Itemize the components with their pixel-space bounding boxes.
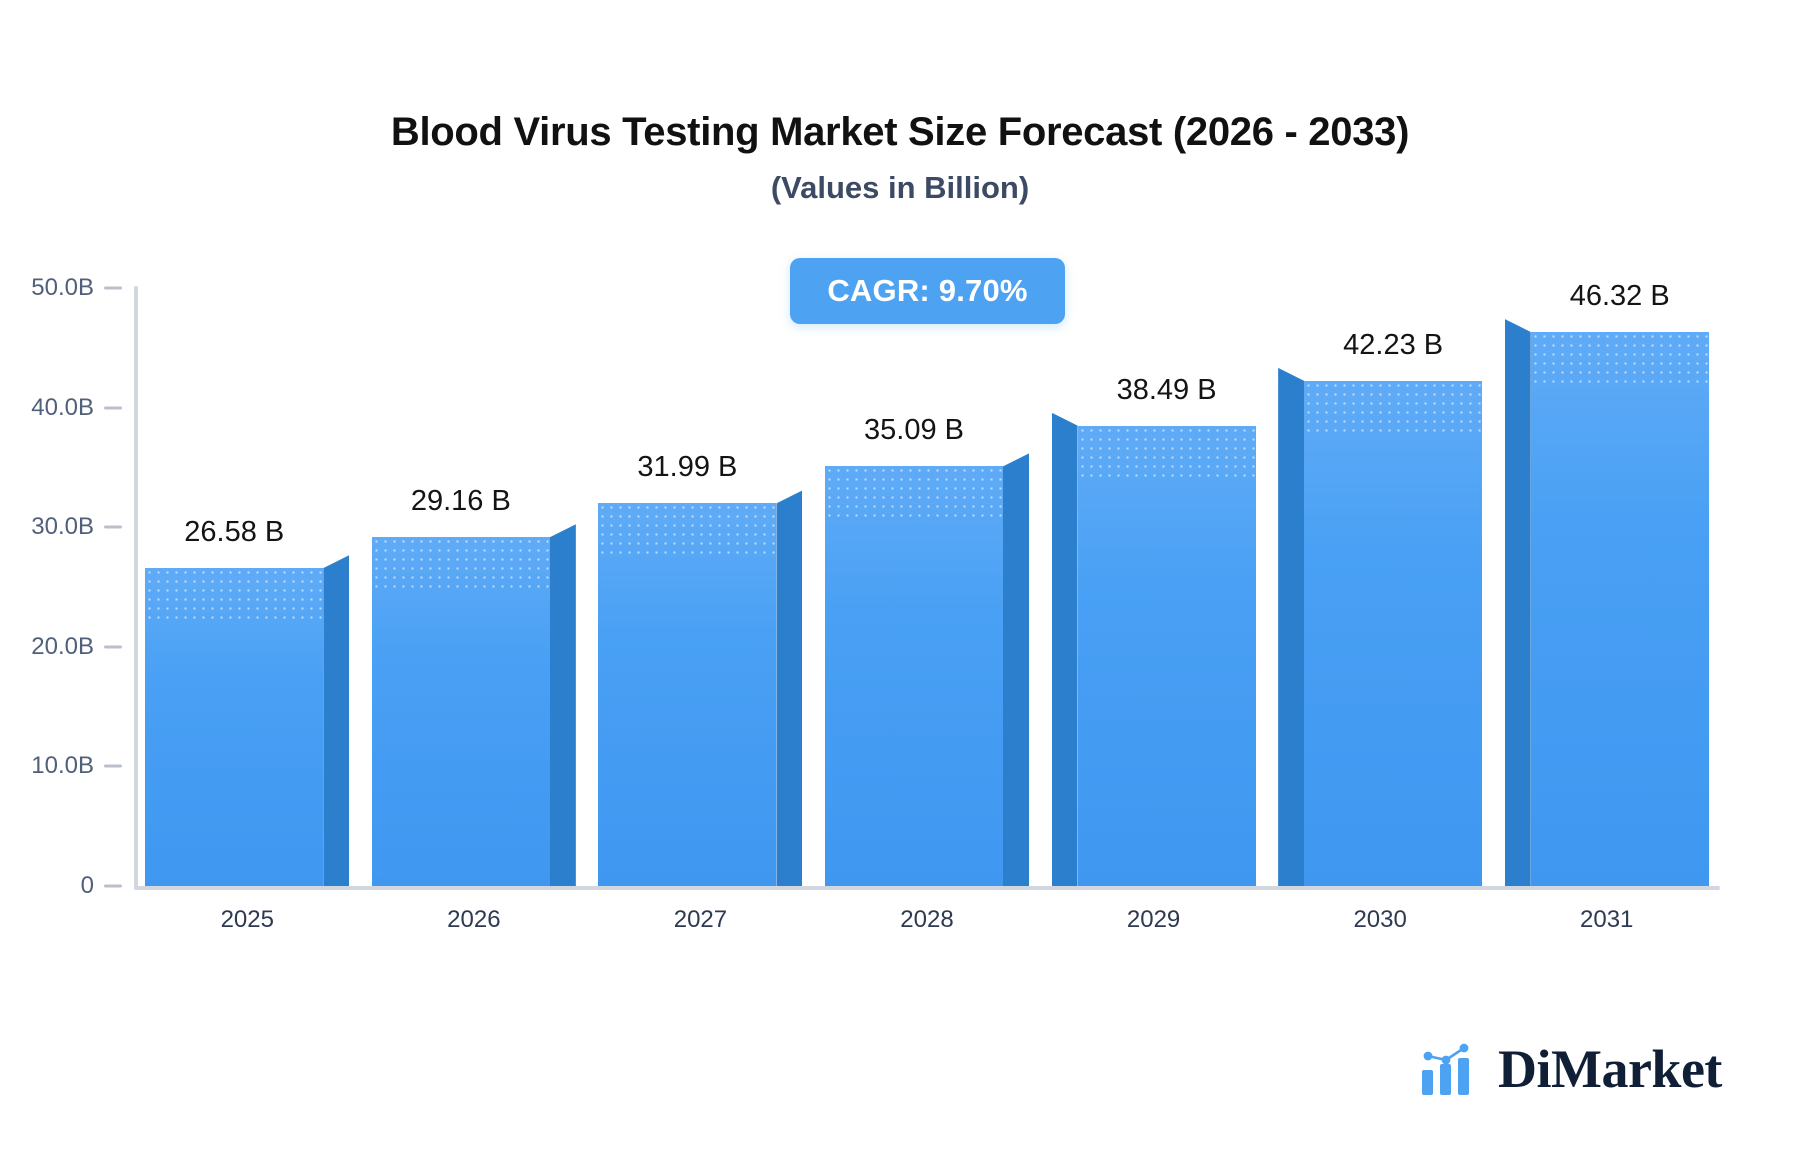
bar-side-face bbox=[776, 490, 803, 886]
x-axis-label: 2028 bbox=[900, 906, 954, 933]
x-axis-line bbox=[134, 886, 1720, 890]
y-axis-label: 50.0B bbox=[31, 274, 94, 301]
y-axis-tick bbox=[104, 286, 122, 290]
y-axis-tick bbox=[104, 764, 122, 768]
bar-front-face bbox=[825, 466, 1003, 886]
bar-side-face bbox=[1278, 367, 1305, 886]
bar-value-label: 31.99 B bbox=[637, 451, 738, 484]
bar-2029[interactable] bbox=[1051, 412, 1256, 886]
bar-2025[interactable] bbox=[145, 555, 350, 886]
bar-2026[interactable] bbox=[371, 524, 576, 886]
bar-side-face bbox=[1051, 412, 1078, 886]
dimarket-logo: DiMarket bbox=[1420, 1042, 1722, 1096]
bar-2027[interactable] bbox=[598, 490, 803, 886]
y-axis-tick bbox=[104, 406, 122, 410]
bar-front-face bbox=[598, 503, 777, 886]
chart-subtitle: (Values in Billion) bbox=[770, 170, 1030, 205]
bar-value-label: 26.58 B bbox=[184, 516, 285, 549]
chart-title: Blood Virus Testing Market Size Forecast… bbox=[390, 110, 1410, 154]
y-axis-tick bbox=[104, 884, 122, 888]
bar-side-face bbox=[1003, 453, 1029, 886]
bar-front-face bbox=[371, 537, 550, 886]
y-axis-label: 20.0B bbox=[31, 632, 94, 660]
bar-front-face bbox=[145, 568, 324, 886]
x-axis-label: 2030 bbox=[1353, 906, 1407, 933]
bar-2031[interactable] bbox=[1504, 319, 1709, 886]
y-axis-label: 30.0B bbox=[31, 513, 94, 541]
bar-side-face bbox=[1504, 319, 1531, 886]
y-axis-tick bbox=[104, 645, 122, 649]
y-axis-line bbox=[134, 286, 138, 888]
bar-value-label: 42.23 B bbox=[1343, 328, 1444, 361]
cagr-badge-label: CAGR: 9.70% bbox=[827, 273, 1028, 308]
bar-front-face bbox=[1304, 380, 1483, 886]
bar-side-face bbox=[323, 555, 350, 886]
bar-value-label: 29.16 B bbox=[410, 485, 511, 518]
x-axis-label: 2027 bbox=[673, 906, 728, 933]
bar-2028[interactable] bbox=[825, 453, 1029, 886]
logo-text: DiMarket bbox=[1498, 1039, 1722, 1099]
x-axis-label: 2026 bbox=[447, 906, 501, 933]
bar-value-label: 38.49 B bbox=[1116, 373, 1217, 406]
bar-value-label: 35.09 B bbox=[864, 414, 964, 447]
x-axis-label: 2029 bbox=[1126, 906, 1181, 933]
y-axis-tick bbox=[104, 525, 122, 529]
cagr-badge: CAGR: 9.70% bbox=[790, 258, 1065, 324]
x-axis-label: 2031 bbox=[1580, 906, 1634, 933]
bar-side-face bbox=[549, 524, 576, 886]
y-axis-label: 40.0B bbox=[31, 393, 94, 421]
bar-2030[interactable] bbox=[1278, 367, 1483, 886]
bar-front-face bbox=[1077, 425, 1256, 886]
x-axis-label: 2025 bbox=[220, 906, 274, 933]
y-axis-label: 0 bbox=[80, 872, 94, 899]
bar-front-face bbox=[1530, 332, 1709, 886]
bar-value-label: 46.32 B bbox=[1569, 280, 1670, 312]
y-axis-label: 10.0B bbox=[31, 752, 94, 780]
bar-chart-logo-icon bbox=[1422, 1043, 1469, 1095]
